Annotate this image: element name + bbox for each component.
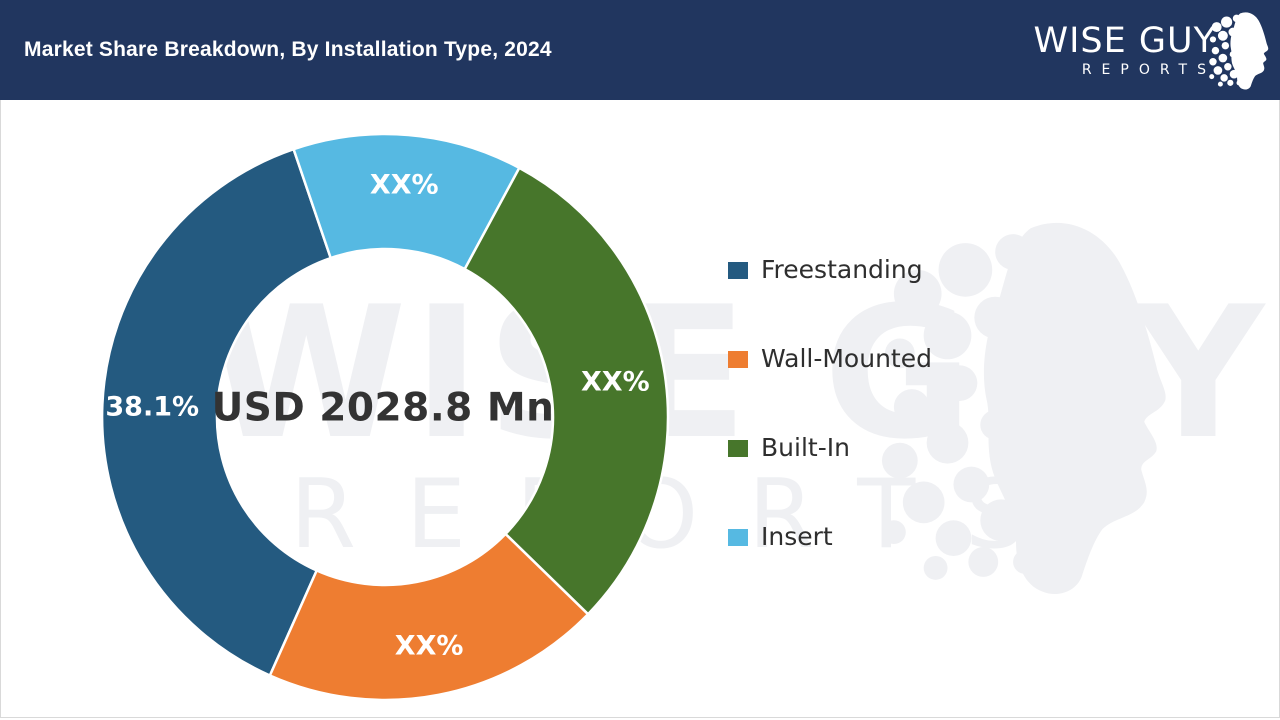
legend-swatch-insert [728,529,748,546]
legend-swatch-built-in [728,440,748,457]
logo-head-icon [1208,9,1270,91]
legend: Freestanding Wall-Mounted Built-In Insert [728,255,932,551]
segment-label-freestanding: 38.1% [105,391,200,422]
wise-guy-reports-logo: WISE GUY REPORTS [1033,0,1270,100]
logo-reports-text: REPORTS [1081,61,1216,78]
legend-item-wall-mounted: Wall-Mounted [728,344,932,373]
legend-swatch-freestanding [728,262,748,279]
donut-segment-built-in [463,166,670,616]
donut-segment-wall-mounted [268,532,590,702]
donut-center-value: USD 2028.8 Mn [211,385,555,431]
segment-label-insert: XX% [369,169,439,201]
legend-label: Insert [761,522,833,551]
segment-label-built-in: XX% [580,366,650,397]
legend-item-built-in: Built-In [728,433,932,462]
legend-item-insert: Insert [728,522,932,551]
legend-swatch-wall-mounted [728,351,748,368]
legend-label: Built-In [761,433,850,462]
header-bar: Market Share Breakdown, By Installation … [0,0,1280,100]
segment-label-wall-mounted: XX% [394,630,464,662]
legend-label: Wall-Mounted [761,344,932,373]
legend-item-freestanding: Freestanding [728,255,932,284]
legend-label: Freestanding [761,255,923,284]
donut-segment-freestanding [100,147,333,678]
donut-chart [100,132,670,702]
chart-title: Market Share Breakdown, By Installation … [24,38,552,61]
logo-wiseguy-text: WISE GUY [1033,20,1216,61]
